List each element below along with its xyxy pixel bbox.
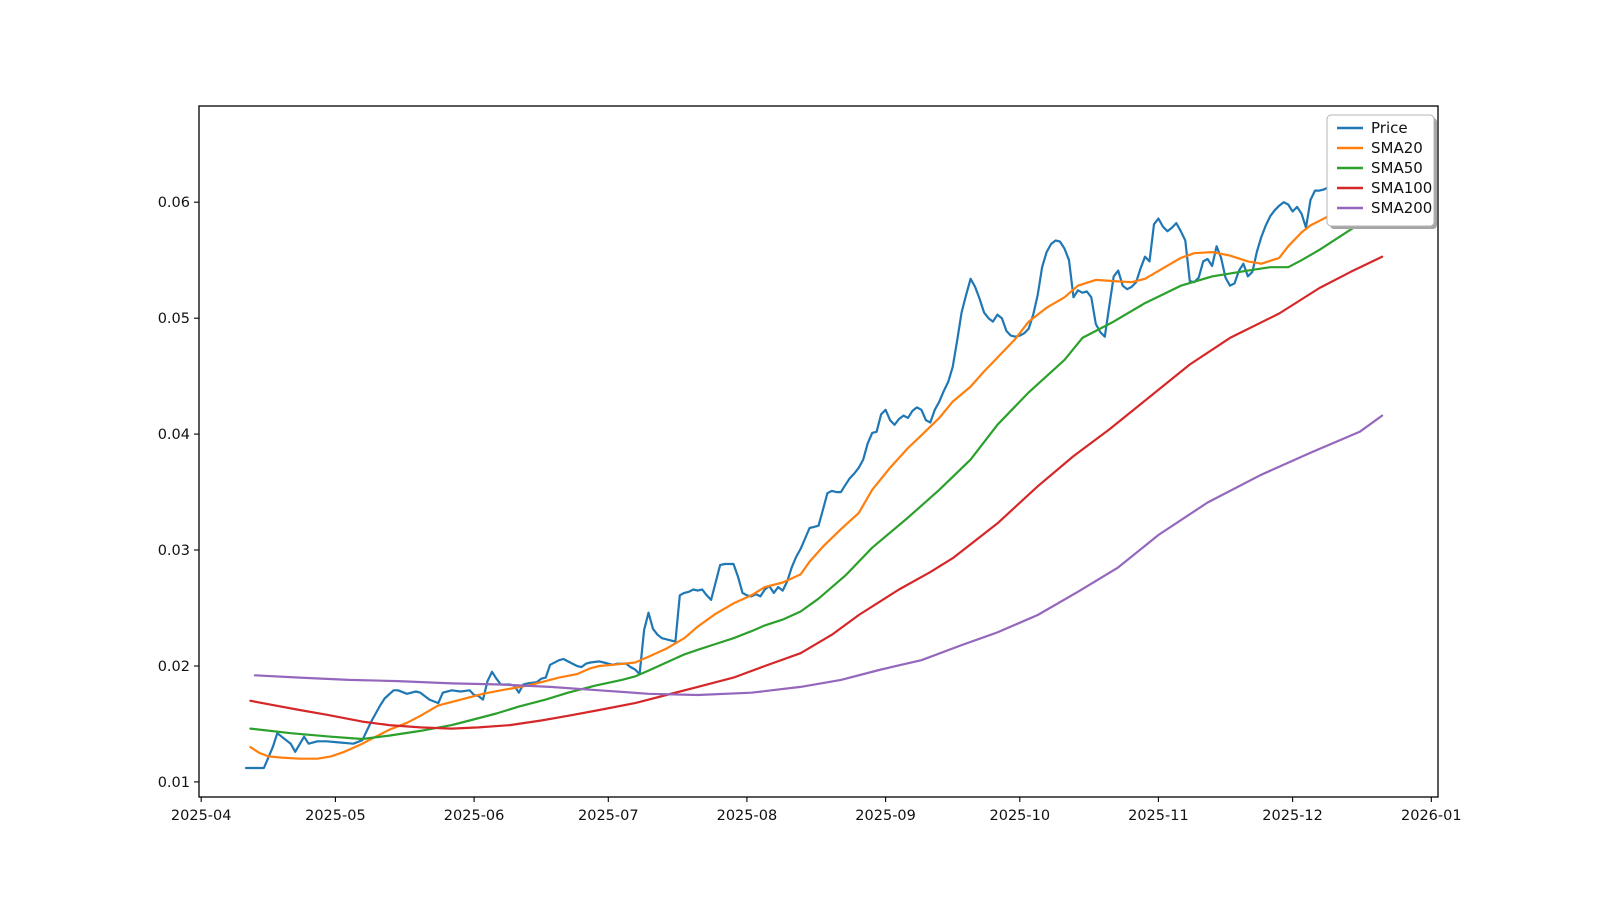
x-tick-label: 2025-06 [444, 808, 505, 824]
x-tick-label: 2025-09 [855, 808, 916, 824]
legend-label-sma100: SMA100 [1371, 179, 1432, 197]
legend-label-sma50: SMA50 [1371, 159, 1423, 177]
x-tick-label: 2025-08 [717, 808, 778, 824]
series-line-sma200 [253, 414, 1384, 697]
y-tick-label: 0.02 [158, 659, 190, 675]
plot-border [198, 105, 1439, 798]
x-tick-label: 2025-11 [1128, 808, 1189, 824]
x-tick-label: 2026-01 [1401, 808, 1462, 824]
legend-label-price: Price [1371, 119, 1408, 137]
y-tick-label: 0.06 [158, 195, 190, 211]
series-line-sma100 [249, 255, 1384, 730]
y-tick-label: 0.01 [158, 775, 190, 791]
x-tick-label: 2025-12 [1262, 808, 1323, 824]
x-tick-label: 2025-04 [171, 808, 232, 824]
x-tick-label: 2025-05 [305, 808, 366, 824]
x-tick-label: 2025-07 [578, 808, 639, 824]
legend-box [1326, 114, 1435, 227]
legend-label-sma20: SMA20 [1371, 139, 1423, 157]
series-line-sma20 [249, 194, 1384, 760]
y-tick-label: 0.05 [158, 311, 190, 327]
legend-label-sma200: SMA200 [1371, 199, 1432, 217]
y-tick-label: 0.04 [158, 427, 190, 443]
x-tick-label: 2025-10 [990, 808, 1051, 824]
y-tick-label: 0.03 [158, 543, 190, 559]
legend: Price SMA20 SMA50 SMA100 SMA200 [1326, 114, 1437, 229]
series-line-sma50 [249, 213, 1384, 741]
